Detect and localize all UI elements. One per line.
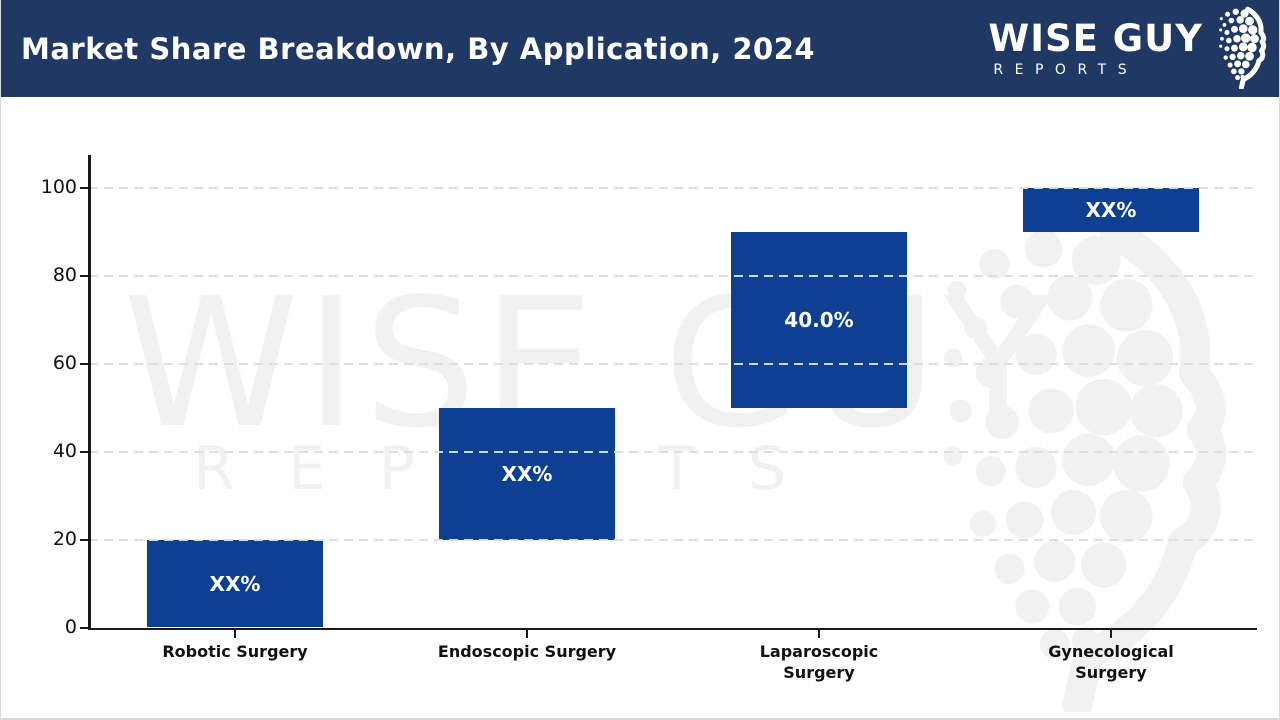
y-axis-line <box>88 155 91 630</box>
x-axis-tick <box>1110 629 1112 638</box>
y-axis-tick <box>80 450 89 453</box>
gridline <box>89 538 1257 541</box>
y-axis-tick <box>80 186 89 189</box>
y-axis-tick <box>80 538 89 541</box>
category-label: Laparoscopic Surgery <box>759 641 879 682</box>
bar-value-label: XX% <box>501 461 553 486</box>
gridline <box>89 450 1257 453</box>
y-axis-tick-label: 0 <box>64 615 77 638</box>
x-axis-tick <box>234 629 236 638</box>
watermark-face-icon <box>859 215 1243 718</box>
gridline <box>89 274 1257 277</box>
x-axis-tick <box>526 629 528 638</box>
y-axis-tick-label: 80 <box>52 263 77 286</box>
bar-value-label: XX% <box>1085 197 1137 222</box>
x-axis-tick <box>818 629 820 638</box>
chart-bar: XX% <box>1023 187 1199 232</box>
header-banner: Market Share Breakdown, By Application, … <box>1 0 1279 97</box>
y-axis-tick-label: 60 <box>52 351 77 374</box>
logo-subtitle: REPORTS <box>993 62 1139 78</box>
bar-value-label: 40.0% <box>784 307 854 332</box>
logo-wordmark: WISE GUY <box>988 17 1203 60</box>
y-axis-tick-label: 20 <box>52 527 77 550</box>
chart-bar: XX% <box>439 407 615 540</box>
y-axis-tick-label: 40 <box>52 439 77 462</box>
y-axis-tick <box>80 274 89 277</box>
y-axis-tick <box>80 362 89 365</box>
chart-bar: 40.0% <box>731 231 907 408</box>
chart-bar: XX% <box>147 539 323 628</box>
gridline <box>89 362 1257 365</box>
y-axis-tick-label: 100 <box>40 175 77 198</box>
chart-plot-area: WISE GUY REPORTS 020406080100XX%Robotic … <box>1 97 1279 718</box>
category-label: Gynecological Surgery <box>1048 641 1174 682</box>
y-axis-tick <box>80 626 89 629</box>
wiseguy-face-icon <box>1205 6 1269 93</box>
category-label: Robotic Surgery <box>162 641 308 661</box>
page-title: Market Share Breakdown, By Application, … <box>21 31 816 66</box>
wiseguy-logo: WISE GUY REPORTS <box>988 6 1269 92</box>
x-axis-line <box>88 627 1257 630</box>
bar-value-label: XX% <box>209 571 261 596</box>
gridline <box>89 186 1257 189</box>
category-label: Endoscopic Surgery <box>437 641 617 661</box>
wiseguy-logo-text: WISE GUY REPORTS <box>988 20 1203 78</box>
